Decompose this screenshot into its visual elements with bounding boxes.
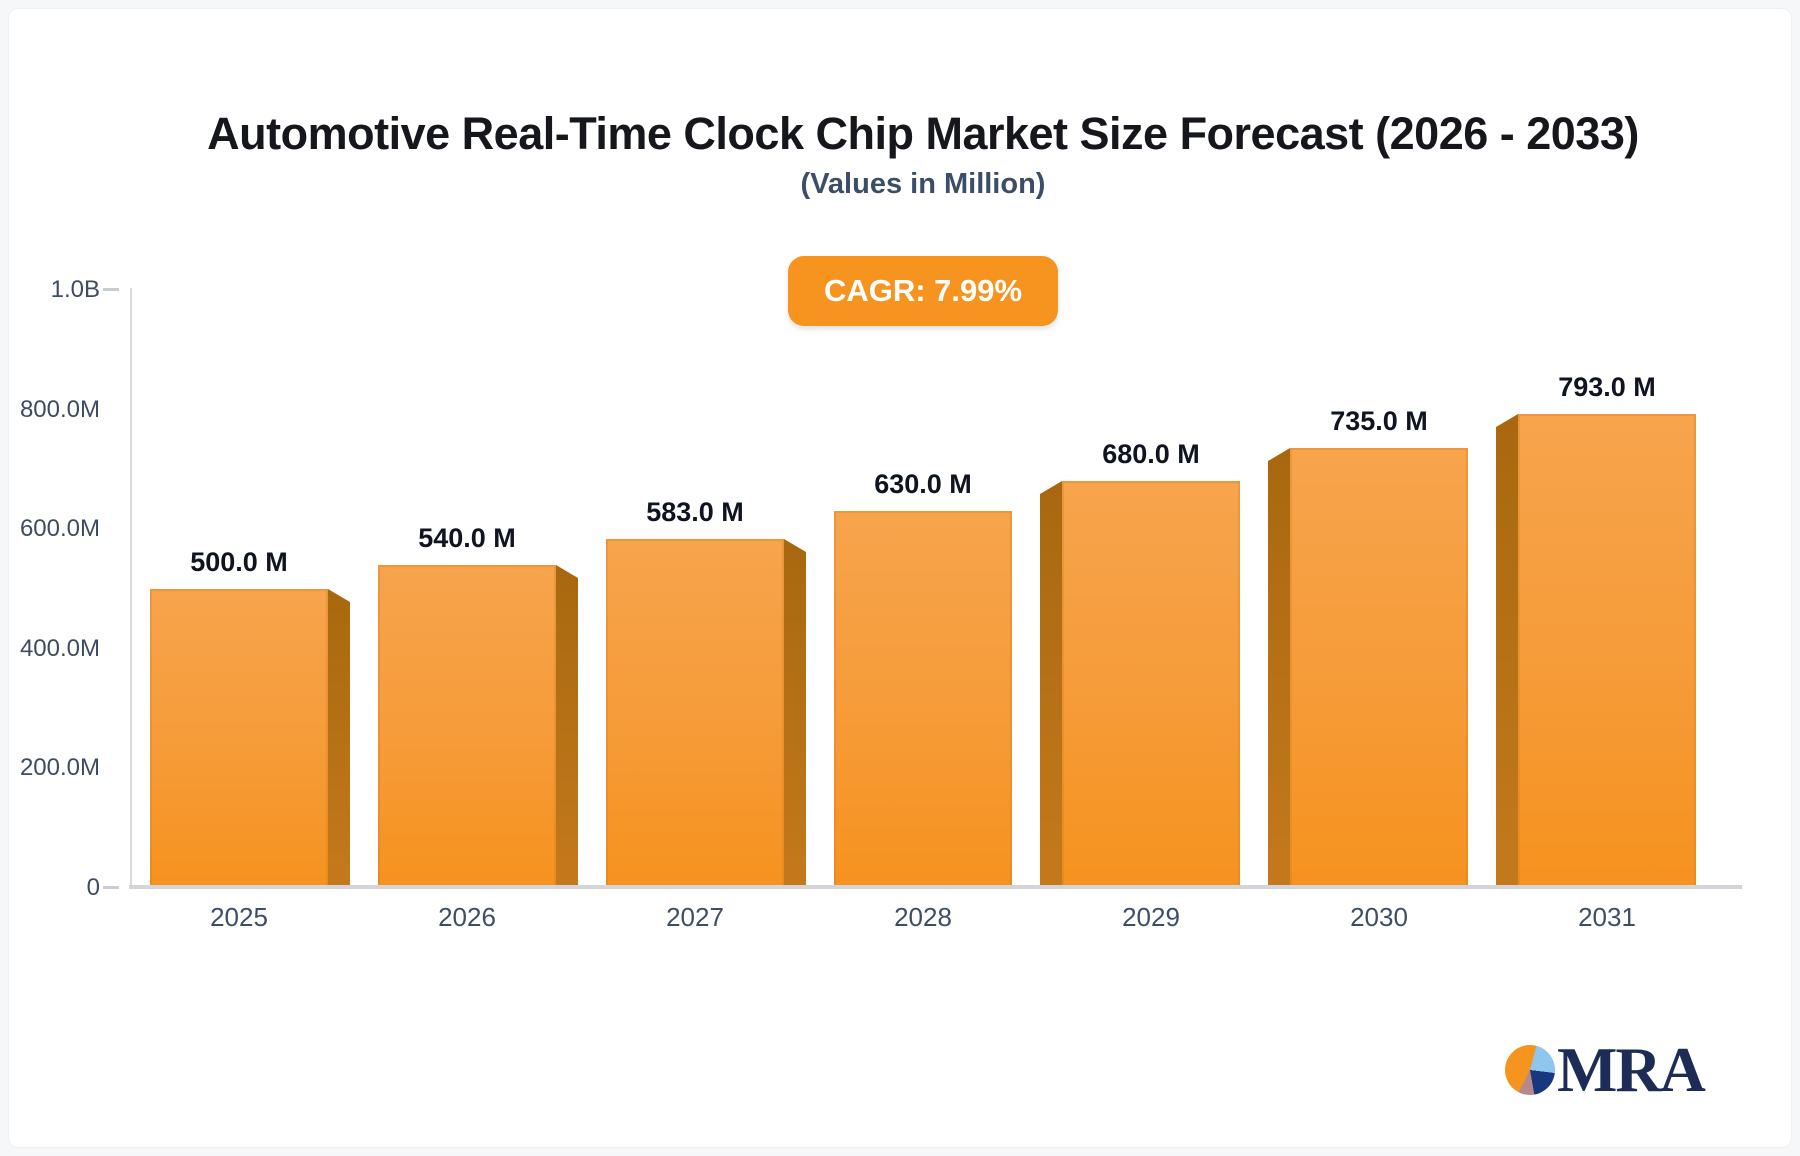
x-axis-label: 2031 bbox=[1578, 902, 1636, 932]
bar-value-label: 500.0 M bbox=[190, 547, 288, 577]
y-axis-label: 600.0M bbox=[19, 515, 100, 543]
bar-value-label: 630.0 M bbox=[874, 469, 972, 499]
bar-2028 bbox=[834, 511, 1012, 888]
x-axis-label: 2030 bbox=[1350, 902, 1408, 932]
logo-text: MRA bbox=[1557, 1034, 1706, 1105]
y-axis-tick bbox=[103, 288, 119, 291]
bar-value-label: 735.0 M bbox=[1330, 406, 1428, 436]
bar-2029 bbox=[1062, 481, 1240, 888]
bar-3d-side bbox=[556, 565, 578, 888]
chart-subtitle: (Values in Million) bbox=[800, 168, 1046, 200]
y-axis-tick bbox=[103, 886, 119, 889]
mra-logo: MRA bbox=[1505, 1034, 1706, 1105]
bar-3d-side bbox=[328, 589, 350, 888]
bar-value-label: 583.0 M bbox=[646, 497, 744, 527]
y-axis-label: 0 bbox=[86, 874, 100, 901]
x-axis-label: 2027 bbox=[666, 902, 724, 932]
y-axis-label: 800.0M bbox=[19, 395, 100, 423]
x-axis-label: 2026 bbox=[438, 902, 496, 932]
bar-2026 bbox=[378, 565, 556, 888]
chart-title: Automotive Real-Time Clock Chip Market S… bbox=[207, 108, 1639, 159]
cagr-badge: CAGR: 7.99% bbox=[788, 256, 1058, 326]
bar-2025 bbox=[150, 589, 328, 888]
bar-2030 bbox=[1290, 448, 1468, 888]
y-axis-label: 400.0M bbox=[19, 634, 100, 662]
bar-3d-side bbox=[784, 539, 806, 888]
x-axis-label: 2029 bbox=[1122, 902, 1180, 932]
bar-value-label: 793.0 M bbox=[1558, 372, 1656, 402]
bar-2027 bbox=[606, 539, 784, 888]
y-axis-label: 200.0M bbox=[19, 754, 100, 782]
bar-3d-side bbox=[1268, 448, 1290, 888]
x-axis-label: 2025 bbox=[210, 902, 268, 932]
bar-value-label: 540.0 M bbox=[418, 523, 516, 553]
x-axis-label: 2028 bbox=[894, 902, 952, 932]
bar-value-label: 680.0 M bbox=[1102, 439, 1200, 469]
bar-3d-side bbox=[1040, 481, 1062, 888]
x-axis-baseline bbox=[129, 885, 1742, 889]
bar-2031 bbox=[1518, 414, 1696, 888]
y-axis-label: 1.0B bbox=[50, 276, 100, 303]
bar-3d-side bbox=[1496, 414, 1518, 888]
pie-chart-logo-icon bbox=[1505, 1045, 1555, 1095]
y-axis-line bbox=[130, 288, 132, 889]
